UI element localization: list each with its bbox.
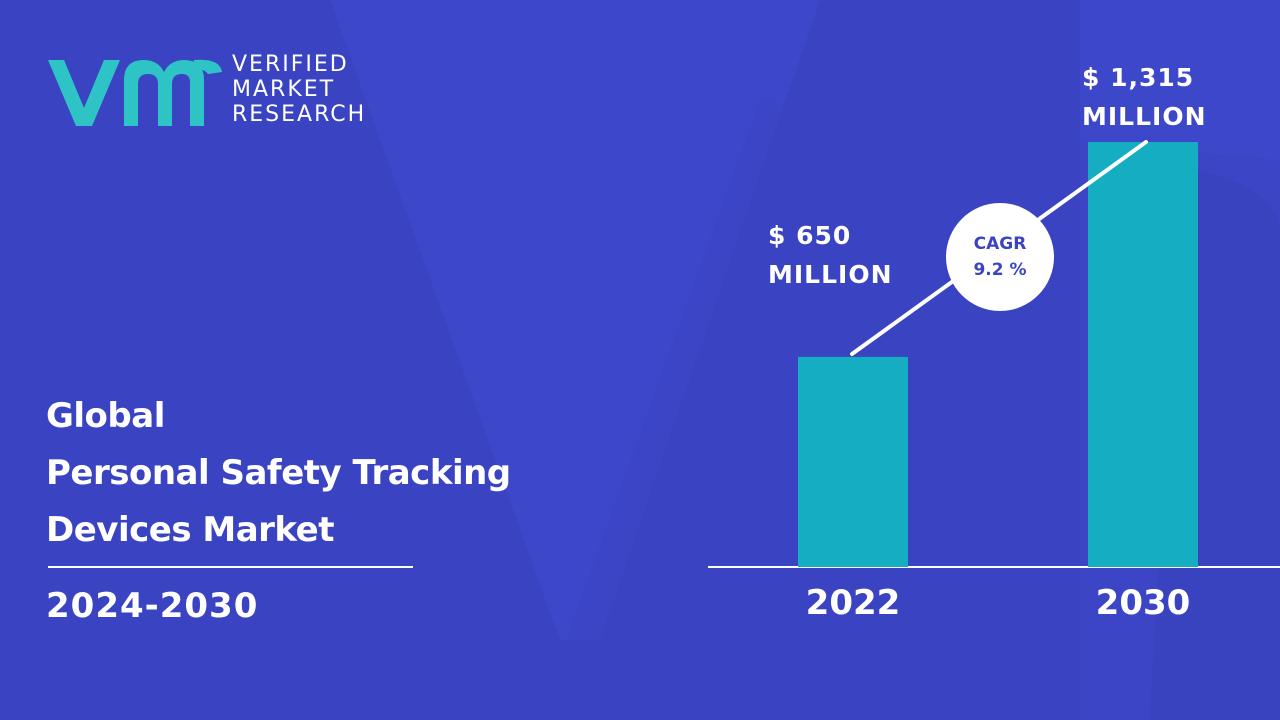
data-label-2030-unit: MILLION: [1082, 102, 1207, 131]
brand-logo: VERIFIED MARKET RESEARCH: [44, 50, 404, 130]
cagr-value: 9.2 %: [973, 260, 1026, 280]
cagr-badge: [946, 203, 1054, 311]
data-label-2022-unit: MILLION: [768, 260, 893, 289]
bar-2022: [798, 356, 908, 567]
data-label-2030-value: $ 1,315: [1082, 63, 1194, 92]
title-divider: [48, 566, 413, 568]
brand-line-2: MARKET: [232, 77, 336, 102]
title-line-3: Devices Market: [46, 510, 334, 550]
forecast-period: 2024-2030: [46, 586, 259, 626]
vmr-logo-icon: [48, 59, 222, 126]
cagr-label: CAGR: [974, 234, 1027, 254]
bar-2030: [1088, 142, 1198, 567]
title-line-2: Personal Safety Tracking: [46, 453, 511, 493]
report-title: Global Personal Safety Tracking Devices …: [46, 388, 511, 559]
brand-line-1: VERIFIED: [232, 52, 349, 77]
data-label-2022-value: $ 650: [768, 221, 851, 250]
x-tick-label-2030: 2030: [1096, 583, 1191, 623]
x-tick-label-2022: 2022: [806, 583, 901, 623]
brand-line-3: RESEARCH: [232, 102, 367, 127]
title-line-1: Global: [46, 396, 165, 436]
